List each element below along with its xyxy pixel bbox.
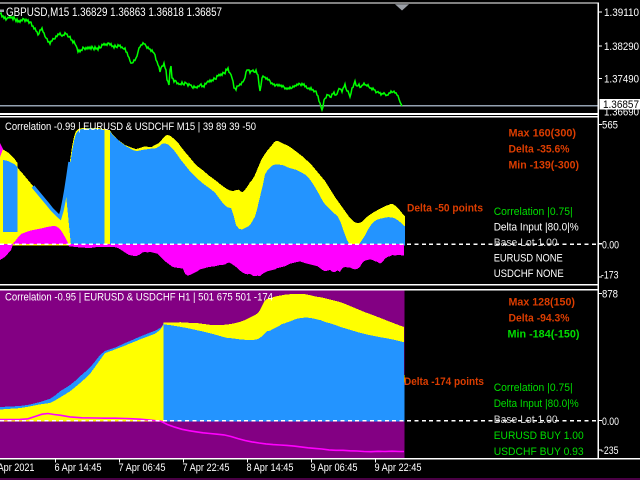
svg-text:-173: -173: [601, 269, 619, 281]
svg-text:EURUSD NONE: EURUSD NONE: [494, 253, 563, 265]
svg-text:Delta -50 points: Delta -50 points: [407, 203, 483, 215]
svg-text:USDCHF NONE: USDCHF NONE: [494, 268, 564, 280]
svg-text:1.36857: 1.36857: [603, 99, 639, 111]
svg-text:1.38290: 1.38290: [604, 41, 639, 53]
svg-text:Correlation |0.75|: Correlation |0.75|: [494, 206, 573, 218]
svg-text:9 Apr 06:45: 9 Apr 06:45: [311, 462, 358, 474]
svg-text:1.36690: 1.36690: [604, 107, 639, 119]
svg-text:Max 160(300): Max 160(300): [509, 128, 577, 140]
svg-text:878: 878: [602, 288, 618, 300]
svg-text:Delta -174 points: Delta -174 points: [404, 376, 484, 388]
svg-text:0.00: 0.00: [602, 240, 619, 252]
svg-text:Max 128(150): Max 128(150): [509, 297, 576, 309]
svg-text:1.39110: 1.39110: [604, 7, 639, 19]
svg-text:Min -139(-300): Min -139(-300): [509, 160, 580, 172]
svg-text:7 Apr 06:45: 7 Apr 06:45: [119, 462, 166, 474]
svg-text:USDCHF BUY 0.93: USDCHF BUY 0.93: [494, 446, 584, 458]
svg-text:Min -184(-150): Min -184(-150): [508, 329, 580, 341]
svg-text:Correlation -0.99 | EURUSD & U: Correlation -0.99 | EURUSD & USDCHF M15 …: [5, 121, 256, 133]
svg-text:Delta Input |80.0|%: Delta Input |80.0|%: [494, 222, 579, 234]
svg-text:Correlation |0.75|: Correlation |0.75|: [494, 382, 573, 394]
svg-text:9 Apr 22:45: 9 Apr 22:45: [375, 462, 422, 474]
svg-text:Delta -35.6%: Delta -35.6%: [509, 144, 570, 156]
svg-text:Base Lot 1.00: Base Lot 1.00: [494, 414, 558, 426]
svg-text:5 Apr 2021: 5 Apr 2021: [0, 462, 35, 474]
svg-text:Base Lot 1.00: Base Lot 1.00: [494, 237, 558, 249]
svg-text:-235: -235: [601, 445, 619, 457]
svg-text:Delta -94.3%: Delta -94.3%: [509, 313, 570, 325]
svg-text:8 Apr 14:45: 8 Apr 14:45: [247, 462, 294, 474]
svg-text:EURUSD BUY 1.00: EURUSD BUY 1.00: [494, 430, 584, 442]
svg-text:1.37490: 1.37490: [604, 73, 639, 85]
svg-text:565: 565: [602, 119, 618, 131]
svg-text:7 Apr 22:45: 7 Apr 22:45: [183, 462, 230, 474]
svg-text:GBPUSD,M15 1.36829 1.36863 1.: GBPUSD,M15 1.36829 1.36863 1.36818 1.368…: [6, 7, 222, 19]
svg-text:6 Apr 14:45: 6 Apr 14:45: [55, 462, 102, 474]
svg-text:Delta Input |80.0|%: Delta Input |80.0|%: [494, 398, 579, 410]
svg-text:0.00: 0.00: [602, 416, 619, 428]
svg-text:Correlation -0.95 | EURUSD & U: Correlation -0.95 | EURUSD & USDCHF H1 |…: [5, 292, 273, 304]
